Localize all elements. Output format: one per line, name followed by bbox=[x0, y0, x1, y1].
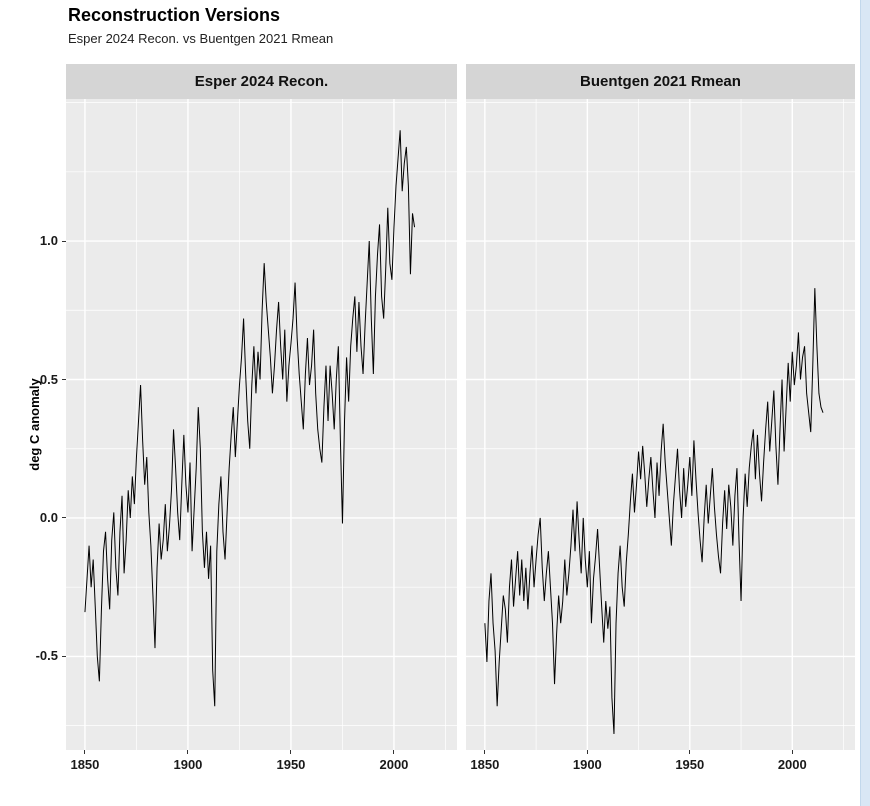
y-tick-mark bbox=[62, 655, 66, 657]
x-tick-label: 2000 bbox=[777, 757, 807, 772]
facet-chart-0 bbox=[66, 99, 457, 750]
x-tick-label: 1900 bbox=[572, 757, 602, 772]
y-tick-mark bbox=[62, 517, 66, 519]
x-tick-mark bbox=[187, 750, 189, 754]
facet-chart-1 bbox=[466, 99, 855, 750]
x-tick-label: 1950 bbox=[276, 757, 306, 772]
plot-title: Reconstruction Versions bbox=[68, 5, 281, 25]
facet-strip-buentgen-label: Buentgen 2021 Rmean bbox=[580, 73, 741, 90]
x-tick-mark bbox=[484, 750, 486, 754]
x-tick-mark bbox=[689, 750, 691, 754]
y-tick-mark bbox=[62, 240, 66, 242]
y-tick-label: 1.0 bbox=[39, 233, 58, 249]
x-tick-label: 1850 bbox=[470, 757, 500, 772]
x-tick-mark bbox=[393, 750, 395, 754]
y-tick-mark bbox=[62, 379, 66, 380]
data-line-1 bbox=[484, 288, 824, 734]
data-line-0 bbox=[84, 130, 416, 707]
facet-panel-esper bbox=[66, 99, 457, 750]
y-tick-label: 0.0 bbox=[39, 509, 58, 525]
x-tick-label: 1950 bbox=[675, 757, 705, 772]
facet-strip-esper: Esper 2024 Recon. bbox=[66, 64, 457, 99]
x-tick-mark bbox=[84, 750, 86, 754]
plot-subtitle: Esper 2024 Recon. vs Buentgen 2021 Rmean bbox=[68, 31, 334, 46]
scrollbar-track[interactable] bbox=[860, 0, 870, 806]
facet-strip-esper-label: Esper 2024 Recon. bbox=[194, 73, 329, 90]
y-tick-label: 0.5 bbox=[39, 371, 58, 387]
x-tick-mark bbox=[586, 750, 588, 754]
facet-strip-buentgen: Buentgen 2021 Rmean bbox=[466, 64, 855, 99]
y-tick-label: -0.5 bbox=[35, 648, 58, 664]
x-tick-mark bbox=[290, 750, 292, 754]
facet-panel-buentgen bbox=[466, 99, 855, 750]
x-tick-label: 1850 bbox=[70, 757, 100, 772]
x-tick-mark bbox=[791, 750, 793, 754]
x-tick-label: 1900 bbox=[173, 757, 203, 772]
x-tick-label: 2000 bbox=[379, 757, 409, 772]
